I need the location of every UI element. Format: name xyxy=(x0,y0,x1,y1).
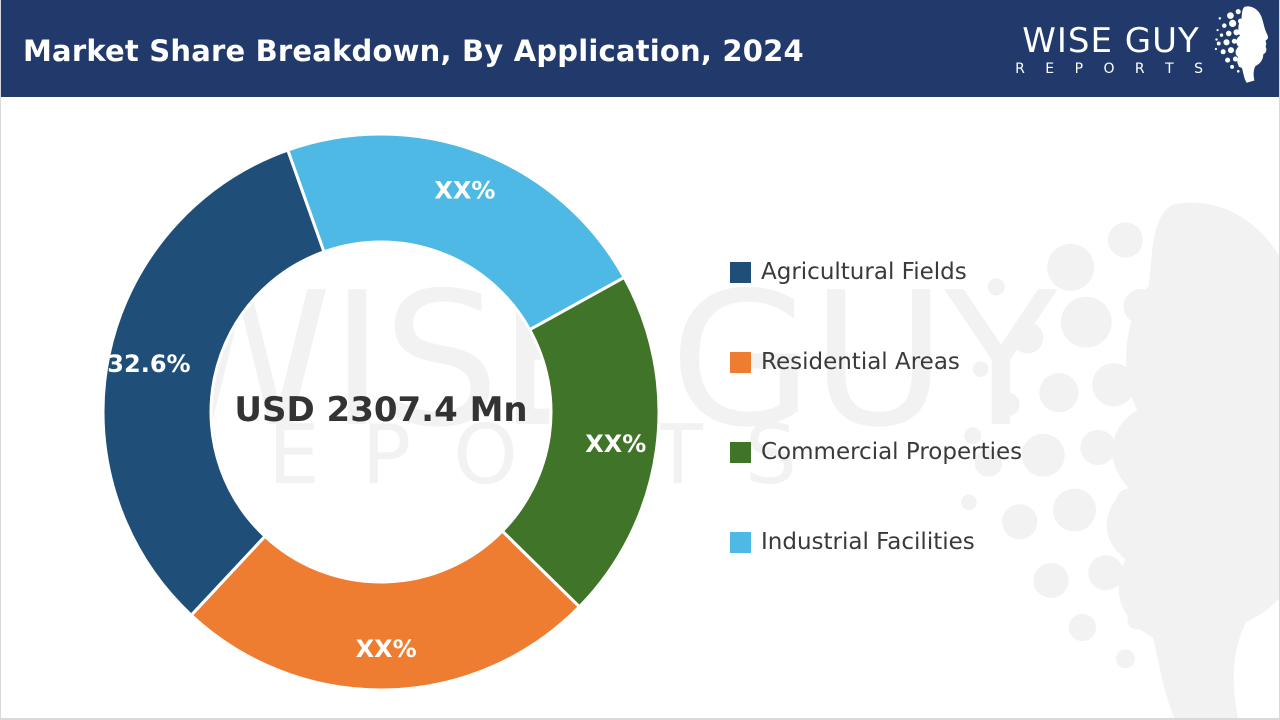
legend-swatch-icon xyxy=(730,531,751,553)
legend-item-residential-areas: Residential Areas xyxy=(730,349,1022,375)
watermark-reports-text: REPORTS xyxy=(169,408,839,503)
legend-label: Commercial Properties xyxy=(761,439,1023,465)
header-bar: Market Share Breakdown, By Application, … xyxy=(1,0,1279,97)
legend-label: Residential Areas xyxy=(761,349,960,375)
donut-segment-commercial-properties xyxy=(500,275,661,609)
legend-item-industrial-facilities: Industrial Facilities xyxy=(730,529,1022,555)
donut-segment-label-agricultural-fields: 32.6% xyxy=(107,350,190,378)
donut-segment-label-residential-areas: XX% xyxy=(356,635,417,663)
page-title: Market Share Breakdown, By Application, … xyxy=(23,34,804,68)
donut-segment-label-industrial-facilities: XX% xyxy=(434,176,495,204)
brand-name: WISE GUY xyxy=(1022,20,1200,61)
legend-label: Agricultural Fields xyxy=(761,259,967,285)
donut-chart: XX% XX% XX% 32.6% USD 2307.4 Mn xyxy=(101,132,661,692)
donut-center-value: USD 2307.4 Mn xyxy=(234,390,527,430)
brand-subtitle: R E P O R T S xyxy=(1015,60,1211,77)
legend-item-commercial-properties: Commercial Properties xyxy=(730,439,1023,465)
legend-label: Industrial Facilities xyxy=(761,529,975,555)
brand-face-icon xyxy=(1214,6,1269,83)
donut-segment-agricultural-fields xyxy=(101,148,326,618)
brand-logo-text: WISE GUY R E P O R T S xyxy=(1011,24,1211,77)
legend-swatch-icon xyxy=(730,261,751,283)
chart-legend: Agricultural Fields Residential Areas Comm… xyxy=(730,259,1023,621)
donut-segment-label-commercial-properties: XX% xyxy=(585,430,646,458)
donut-segment-industrial-facilities xyxy=(285,132,627,332)
donut-segment-residential-areas xyxy=(189,528,582,692)
brand-logo: WISE GUY R E P O R T S xyxy=(1011,5,1269,83)
legend-swatch-icon xyxy=(730,351,751,373)
legend-item-agricultural-fields: Agricultural Fields xyxy=(730,259,1022,285)
legend-swatch-icon xyxy=(730,441,751,463)
